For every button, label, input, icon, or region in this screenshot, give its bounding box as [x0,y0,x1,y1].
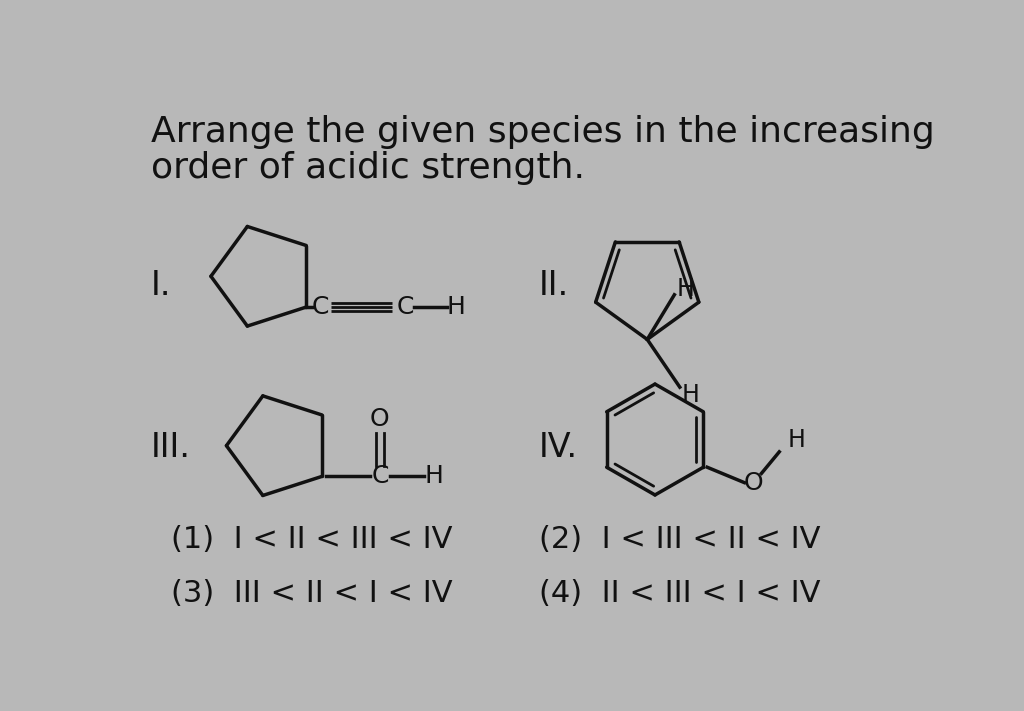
Text: (3)  III < II < I < IV: (3) III < II < I < IV [171,579,453,608]
Text: (4)  II < III < I < IV: (4) II < III < I < IV [539,579,820,608]
Text: H: H [425,464,443,488]
Text: H: H [676,277,694,301]
Text: Arrange the given species in the increasing: Arrange the given species in the increas… [152,114,935,149]
Text: I.: I. [152,269,172,302]
Text: C: C [396,295,414,319]
Text: IV.: IV. [539,431,578,464]
Text: (1)  I < II < III < IV: (1) I < II < III < IV [171,525,453,554]
Text: O: O [370,407,390,431]
Text: C: C [371,464,388,488]
Text: H: H [446,295,465,319]
Text: (2)  I < III < II < IV: (2) I < III < II < IV [539,525,820,554]
Text: O: O [743,471,764,495]
Text: II.: II. [539,269,569,302]
Text: C: C [311,295,329,319]
Text: H: H [682,383,699,407]
Text: order of acidic strength.: order of acidic strength. [152,151,586,185]
Text: H: H [787,427,805,451]
Text: III.: III. [152,431,191,464]
